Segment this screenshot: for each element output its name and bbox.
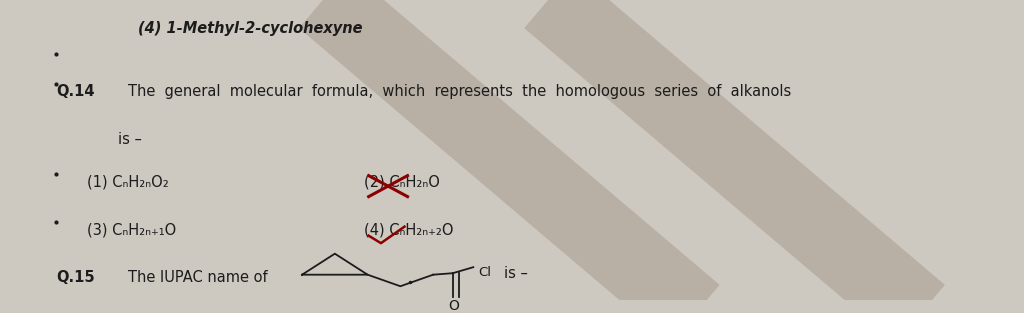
- Text: The  general  molecular  formula,  which  represents  the  homologous  series  o: The general molecular formula, which rep…: [128, 84, 792, 99]
- Text: The IUPAC name of: The IUPAC name of: [128, 270, 267, 285]
- Text: is –: is –: [504, 266, 528, 281]
- Text: Cl: Cl: [478, 266, 492, 279]
- Text: O: O: [449, 299, 460, 313]
- Text: (4) CₙH₂ₙ₊₂O: (4) CₙH₂ₙ₊₂O: [364, 222, 453, 237]
- Text: Q.15: Q.15: [56, 270, 95, 285]
- Text: (3) CₙH₂ₙ₊₁O: (3) CₙH₂ₙ₊₁O: [87, 222, 176, 237]
- Text: (2) CₙH₂ₙO: (2) CₙH₂ₙO: [364, 174, 439, 189]
- Text: is –: is –: [118, 132, 141, 147]
- Text: (1) CₙH₂ₙO₂: (1) CₙH₂ₙO₂: [87, 174, 169, 189]
- Text: Q.14: Q.14: [56, 84, 95, 99]
- Text: (4) 1-Methyl-2-cyclohexyne: (4) 1-Methyl-2-cyclohexyne: [138, 21, 362, 36]
